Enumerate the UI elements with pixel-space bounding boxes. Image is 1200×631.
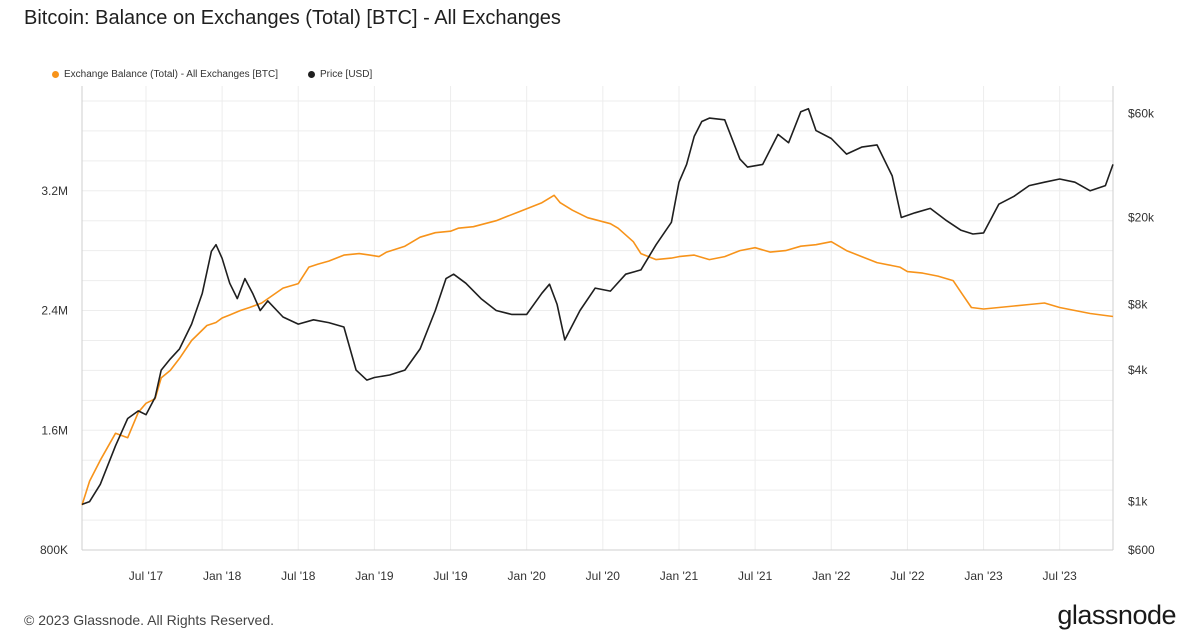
legend: Exchange Balance (Total) - All Exchanges… [52, 69, 402, 80]
legend-balance-marker-icon [52, 71, 59, 78]
x-tick-label: Jul '19 [433, 569, 468, 583]
x-tick-label: Jan '18 [203, 569, 242, 583]
legend-price-marker-icon [308, 71, 315, 78]
y-left-tick-label: 2.4M [41, 304, 68, 318]
y-right-tick-label: $8k [1128, 297, 1148, 311]
legend-balance-label: Exchange Balance (Total) - All Exchanges… [64, 69, 278, 80]
legend-price-label: Price [USD] [320, 69, 373, 80]
legend-item-price[interactable]: Price [USD] [308, 69, 372, 80]
x-tick-label: Jan '20 [508, 569, 547, 583]
y-right-tick-label: $1k [1128, 495, 1148, 509]
chart-title: Bitcoin: Balance on Exchanges (Total) [B… [24, 7, 561, 29]
x-tick-label: Jul '20 [586, 569, 621, 583]
series-line-exchange-balance [81, 194, 1114, 506]
y-left-tick-label: 1.6M [41, 423, 68, 437]
axes [81, 86, 1114, 551]
x-tick-label: Jan '21 [660, 569, 699, 583]
x-tick-label: Jul '18 [281, 569, 316, 583]
tick-labels: 800K 1.6M 2.4M 3.2M $600 $1k $4k $8k $20k $60k Jul… [40, 106, 1155, 583]
series-line-price [81, 107, 1114, 506]
x-tick-label: Jan '19 [355, 569, 394, 583]
series-lines [81, 107, 1114, 506]
y-right-tick-label: $4k [1128, 363, 1148, 377]
x-tick-label: Jul '17 [129, 569, 164, 583]
grid-lines [82, 86, 1113, 551]
x-tick-label: Jul '21 [738, 569, 773, 583]
x-tick-label: Jul '23 [1043, 569, 1078, 583]
y-right-tick-label: $600 [1128, 543, 1155, 557]
copyright-footer: © 2023 Glassnode. All Rights Reserved. [24, 612, 275, 628]
legend-item-balance[interactable]: Exchange Balance (Total) - All Exchanges… [52, 69, 278, 80]
y-left-tick-label: 3.2M [41, 184, 68, 198]
brand-logo: glassnode [1057, 600, 1176, 630]
y-right-tick-label: $20k [1128, 210, 1155, 224]
x-tick-label: Jan '22 [812, 569, 851, 583]
x-tick-label: Jul '22 [890, 569, 925, 583]
y-right-tick-label: $60k [1128, 106, 1155, 120]
x-tick-label: Jan '23 [964, 569, 1003, 583]
y-left-tick-label: 800K [40, 543, 68, 557]
